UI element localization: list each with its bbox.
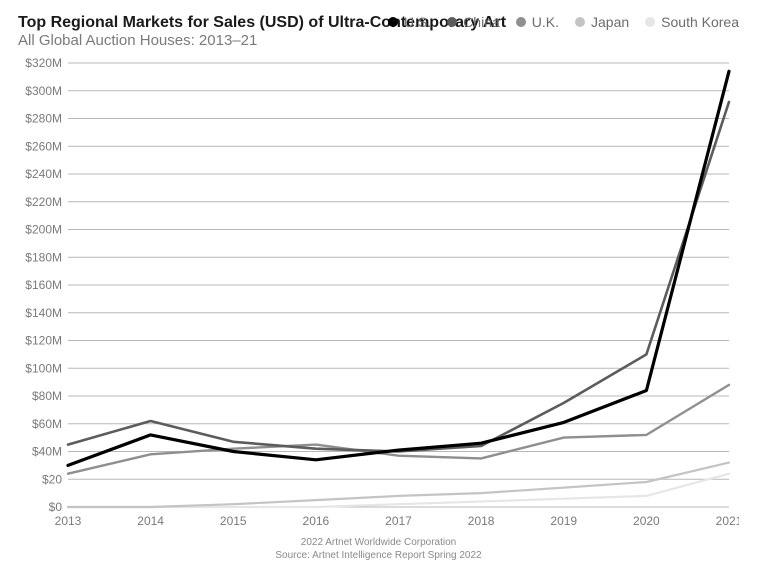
footer-line-1: 2022 Artnet Worldwide Corporation bbox=[18, 537, 739, 550]
x-axis-label: 2021 bbox=[716, 514, 739, 528]
legend-label: China bbox=[463, 14, 500, 30]
legend-item: South Korea bbox=[645, 14, 739, 30]
y-axis-label: $280M bbox=[25, 112, 62, 126]
chart-footer: 2022 Artnet Worldwide Corporation Source… bbox=[18, 537, 739, 562]
legend-swatch-icon bbox=[575, 17, 585, 27]
x-axis-label: 2019 bbox=[550, 514, 577, 528]
series-line bbox=[68, 71, 729, 465]
y-axis-label: $100M bbox=[25, 361, 62, 375]
y-axis-label: $240M bbox=[25, 167, 62, 181]
x-axis-label: 2015 bbox=[220, 514, 247, 528]
legend-swatch-icon bbox=[645, 17, 655, 27]
legend-item: U.K. bbox=[516, 14, 559, 30]
y-axis-label: $320M bbox=[25, 56, 62, 70]
y-axis-label: $80M bbox=[32, 389, 62, 403]
y-axis-label: $180M bbox=[25, 250, 62, 264]
legend-swatch-icon bbox=[447, 17, 457, 27]
x-axis-label: 2014 bbox=[137, 514, 164, 528]
chart-container: Top Regional Markets for Sales (USD) of … bbox=[0, 0, 757, 582]
legend-label: Japan bbox=[591, 14, 629, 30]
plot-area: $0 $20 $40M $60M $80M $100M $120M $140M $160M $18… bbox=[18, 55, 739, 535]
x-axis-label: 2013 bbox=[55, 514, 82, 528]
x-axis-label: 2018 bbox=[468, 514, 495, 528]
legend-item: China bbox=[447, 14, 500, 30]
legend-swatch-icon bbox=[388, 17, 398, 27]
y-axis-label: $0 bbox=[49, 500, 63, 514]
legend-swatch-icon bbox=[516, 17, 526, 27]
y-axis-label: $260M bbox=[25, 139, 62, 153]
x-axis-label: 2020 bbox=[633, 514, 660, 528]
legend-label: U.K. bbox=[532, 14, 559, 30]
legend-item: Japan bbox=[575, 14, 629, 30]
y-axis-label: $160M bbox=[25, 278, 62, 292]
legend-label: U.S. bbox=[404, 14, 431, 30]
legend-item: U.S. bbox=[388, 14, 431, 30]
series-line bbox=[68, 102, 729, 452]
legend-label: South Korea bbox=[661, 14, 739, 30]
y-axis-label: $20 bbox=[42, 472, 62, 486]
chart-legend: U.S. China U.K. Japan South Korea bbox=[388, 14, 739, 30]
chart-subtitle: All Global Auction Houses: 2013–21 bbox=[18, 32, 506, 49]
y-axis-label: $40M bbox=[32, 445, 62, 459]
series-line bbox=[68, 474, 729, 507]
y-axis-label: $220M bbox=[25, 195, 62, 209]
series-line bbox=[68, 463, 729, 507]
x-axis-label: 2016 bbox=[303, 514, 330, 528]
footer-line-2: Source: Artnet Intelligence Report Sprin… bbox=[18, 550, 739, 563]
y-axis-label: $200M bbox=[25, 223, 62, 237]
y-axis-label: $120M bbox=[25, 334, 62, 348]
y-axis-label: $140M bbox=[25, 306, 62, 320]
y-axis-label: $300M bbox=[25, 84, 62, 98]
x-axis-label: 2017 bbox=[385, 514, 412, 528]
chart-svg: $0 $20 $40M $60M $80M $100M $120M $140M $160M $18… bbox=[18, 55, 739, 535]
y-axis-label: $60M bbox=[32, 417, 62, 431]
